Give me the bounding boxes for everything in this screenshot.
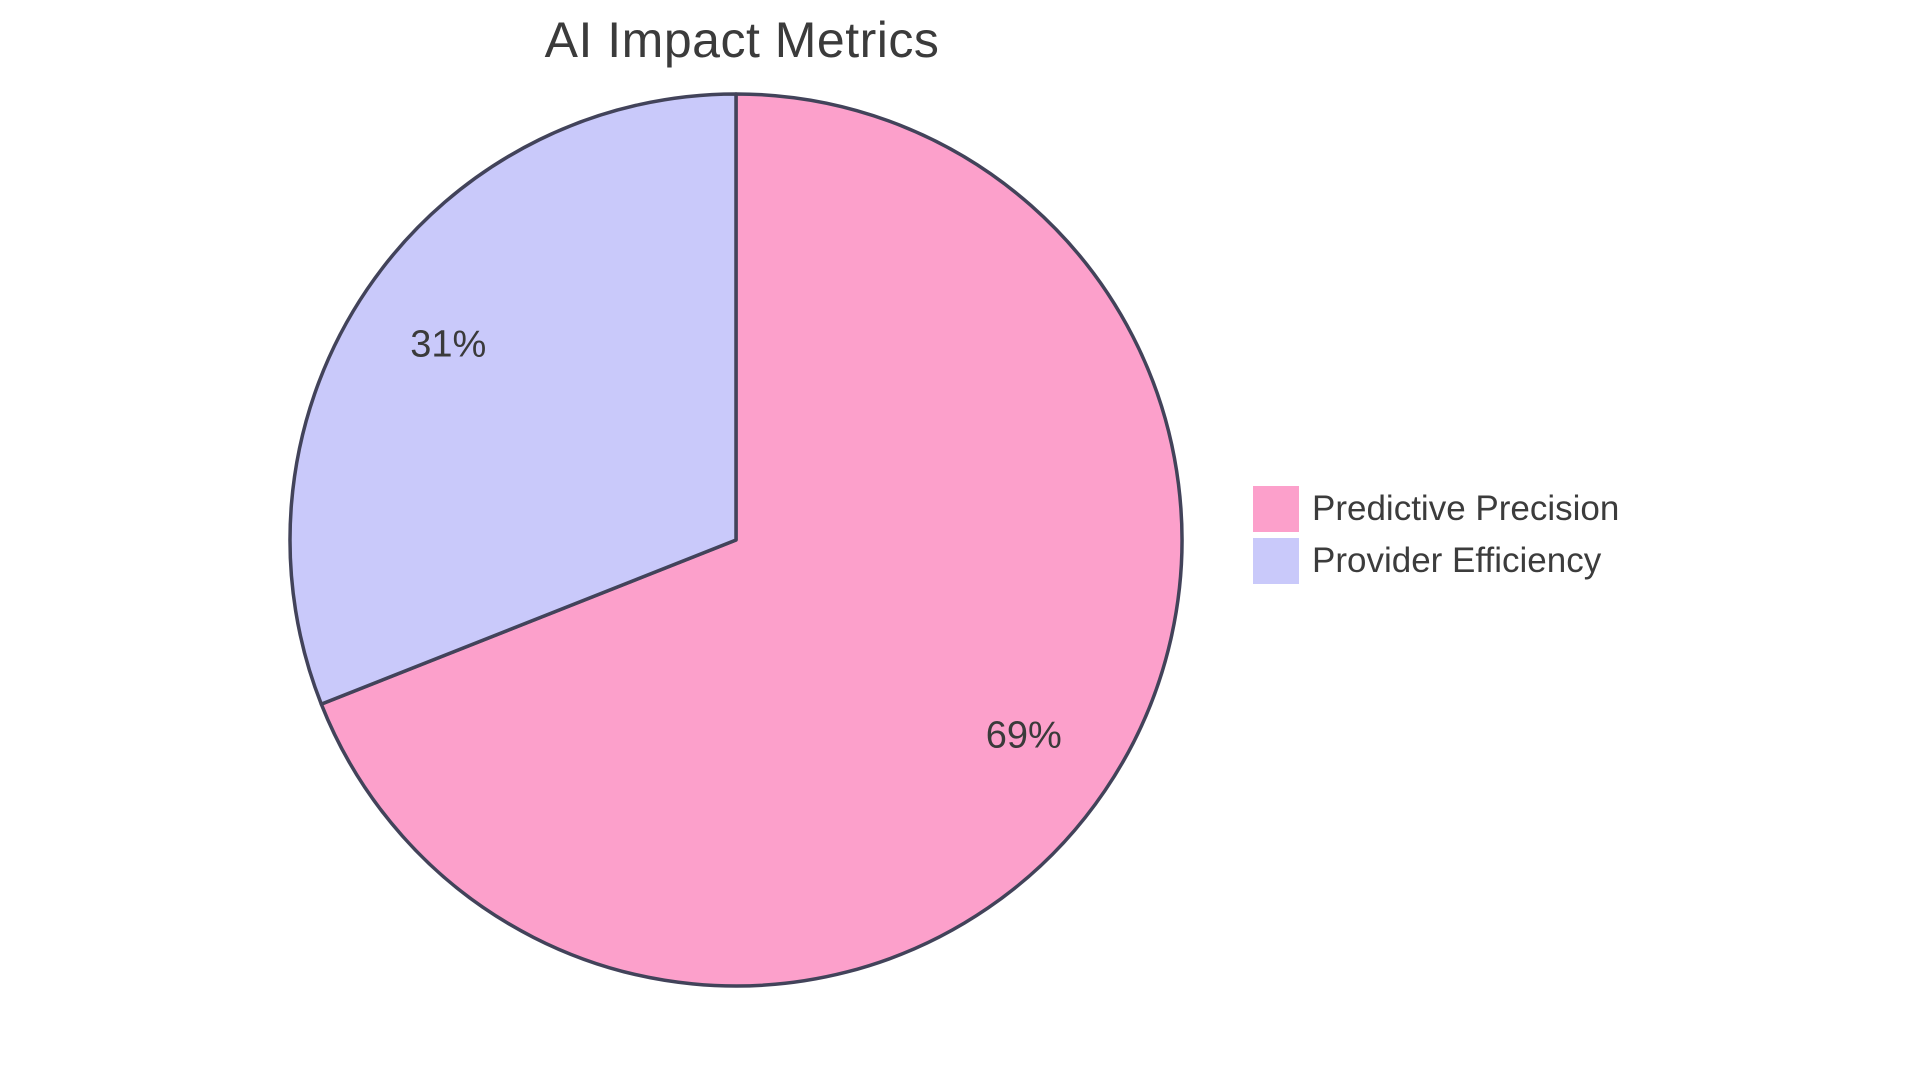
legend-swatch-icon: [1253, 538, 1299, 584]
legend-label: Predictive Precision: [1312, 489, 1620, 528]
legend-item-predictive-precision: Predictive Precision: [1253, 486, 1619, 532]
chart-title: AI Impact Metrics: [544, 12, 940, 68]
legend-label: Provider Efficiency: [1312, 541, 1602, 580]
legend-item-provider-efficiency: Provider Efficiency: [1253, 538, 1619, 584]
legend: Predictive Precision Provider Efficiency: [1253, 486, 1619, 584]
legend-swatch-icon: [1253, 486, 1299, 532]
pie-slice-provider-efficiency: [288, 92, 738, 706]
percent-label: 31%: [410, 323, 486, 365]
percent-label: 69%: [986, 715, 1062, 757]
pie-slice-predictive-precision: [319, 92, 1184, 988]
